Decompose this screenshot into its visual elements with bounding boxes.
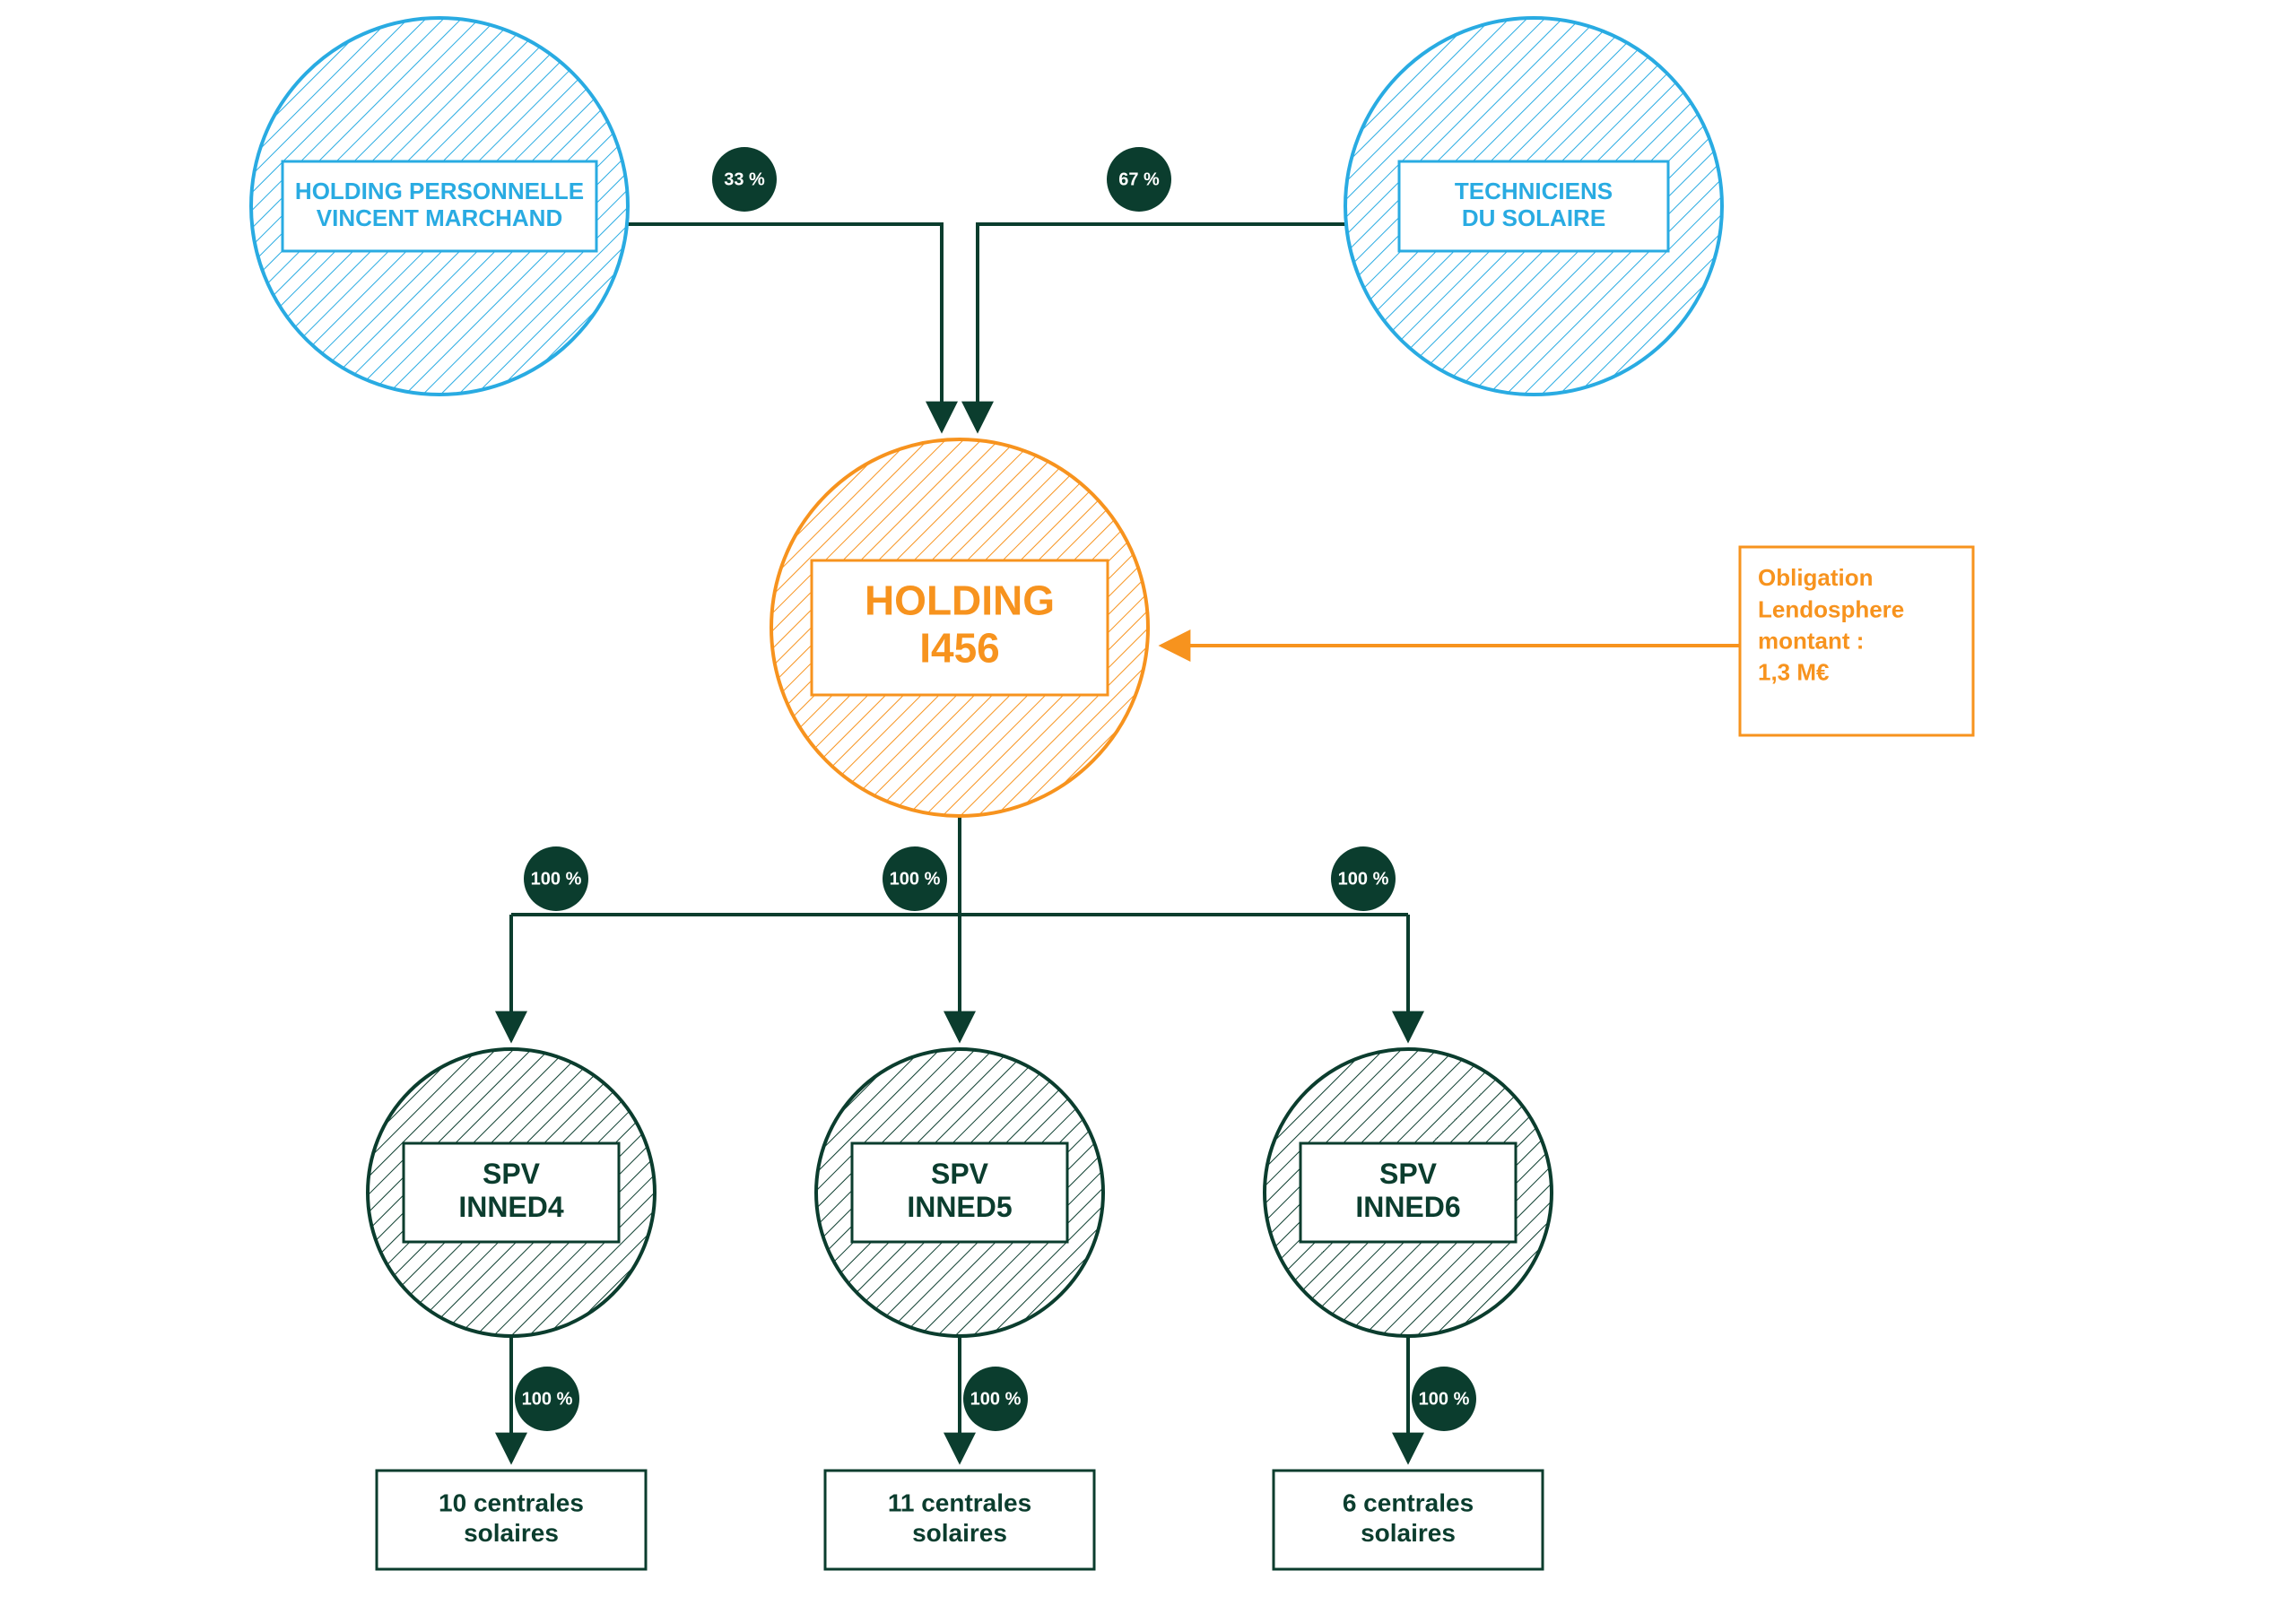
node-holding: HOLDINGI456 bbox=[771, 439, 1148, 816]
node-holding-label-0: HOLDING bbox=[865, 577, 1055, 624]
badge-pct-100a-text: 100 % bbox=[531, 869, 582, 889]
centrales-1: 10 centralessolaires bbox=[377, 1471, 646, 1569]
centrales-1-line-0: 10 centrales bbox=[439, 1489, 584, 1517]
badge-pct-100b-text: 100 % bbox=[890, 869, 941, 889]
node-holding-label-1: I456 bbox=[919, 625, 1000, 672]
badge-pct-33-text: 33 % bbox=[724, 169, 765, 189]
badge-pct-100d-text: 100 % bbox=[522, 1389, 573, 1409]
node-spv1: SPVINNED4 bbox=[368, 1049, 655, 1336]
obligation-line-2: montant : bbox=[1758, 627, 1864, 654]
badge-pct-100f: 100 % bbox=[1412, 1367, 1476, 1431]
badge-pct-100c-text: 100 % bbox=[1338, 869, 1389, 889]
obligation-line-3: 1,3 M€ bbox=[1758, 659, 1830, 686]
node-top_left-label-0: HOLDING PERSONNELLE bbox=[295, 178, 584, 204]
centrales-3-line-0: 6 centrales bbox=[1343, 1489, 1474, 1517]
edge-tr-to-holding bbox=[978, 224, 1345, 430]
centrales-2-line-1: solaires bbox=[912, 1519, 1007, 1547]
node-top_right-label-0: TECHNICIENS bbox=[1455, 178, 1613, 204]
badge-pct-100e: 100 % bbox=[963, 1367, 1028, 1431]
obligation-box: Obligation Lendosphere montant : 1,3 M€ bbox=[1740, 547, 1973, 735]
badge-pct-67: 67 % bbox=[1107, 147, 1171, 212]
node-spv3: SPVINNED6 bbox=[1265, 1049, 1552, 1336]
badge-pct-100f-text: 100 % bbox=[1419, 1389, 1470, 1409]
node-spv2-label-0: SPV bbox=[931, 1158, 989, 1190]
node-spv2-label-1: INNED5 bbox=[907, 1191, 1012, 1223]
centrales-3: 6 centralessolaires bbox=[1274, 1471, 1543, 1569]
node-top_left-label-1: VINCENT MARCHAND bbox=[317, 204, 562, 231]
centrales-3-line-1: solaires bbox=[1361, 1519, 1456, 1547]
badge-pct-100e-text: 100 % bbox=[970, 1389, 1022, 1409]
badge-pct-100c: 100 % bbox=[1331, 846, 1396, 911]
node-spv3-label-1: INNED6 bbox=[1355, 1191, 1460, 1223]
node-spv1-label-0: SPV bbox=[483, 1158, 541, 1190]
node-top_right-label-1: DU SOLAIRE bbox=[1462, 204, 1605, 231]
badge-pct-100b: 100 % bbox=[883, 846, 947, 911]
node-spv1-label-1: INNED4 bbox=[458, 1191, 564, 1223]
node-top_right: TECHNICIENSDU SOLAIRE bbox=[1345, 18, 1722, 395]
org-chart-diagram: HOLDING PERSONNELLEVINCENT MARCHAND TECHN… bbox=[0, 0, 2296, 1623]
obligation-line-1: Lendosphere bbox=[1758, 595, 1904, 622]
node-top_left: HOLDING PERSONNELLEVINCENT MARCHAND bbox=[251, 18, 628, 395]
node-spv2: SPVINNED5 bbox=[816, 1049, 1103, 1336]
obligation-line-0: Obligation bbox=[1758, 564, 1874, 591]
badge-pct-67-text: 67 % bbox=[1118, 169, 1160, 189]
centrales-1-line-1: solaires bbox=[464, 1519, 559, 1547]
node-spv3-label-0: SPV bbox=[1379, 1158, 1438, 1190]
edge-tl-to-holding bbox=[628, 224, 942, 430]
centrales-2: 11 centralessolaires bbox=[825, 1471, 1094, 1569]
centrales-2-line-0: 11 centrales bbox=[888, 1489, 1031, 1517]
badge-pct-100a: 100 % bbox=[524, 846, 588, 911]
badge-pct-100d: 100 % bbox=[515, 1367, 579, 1431]
badge-pct-33: 33 % bbox=[712, 147, 777, 212]
